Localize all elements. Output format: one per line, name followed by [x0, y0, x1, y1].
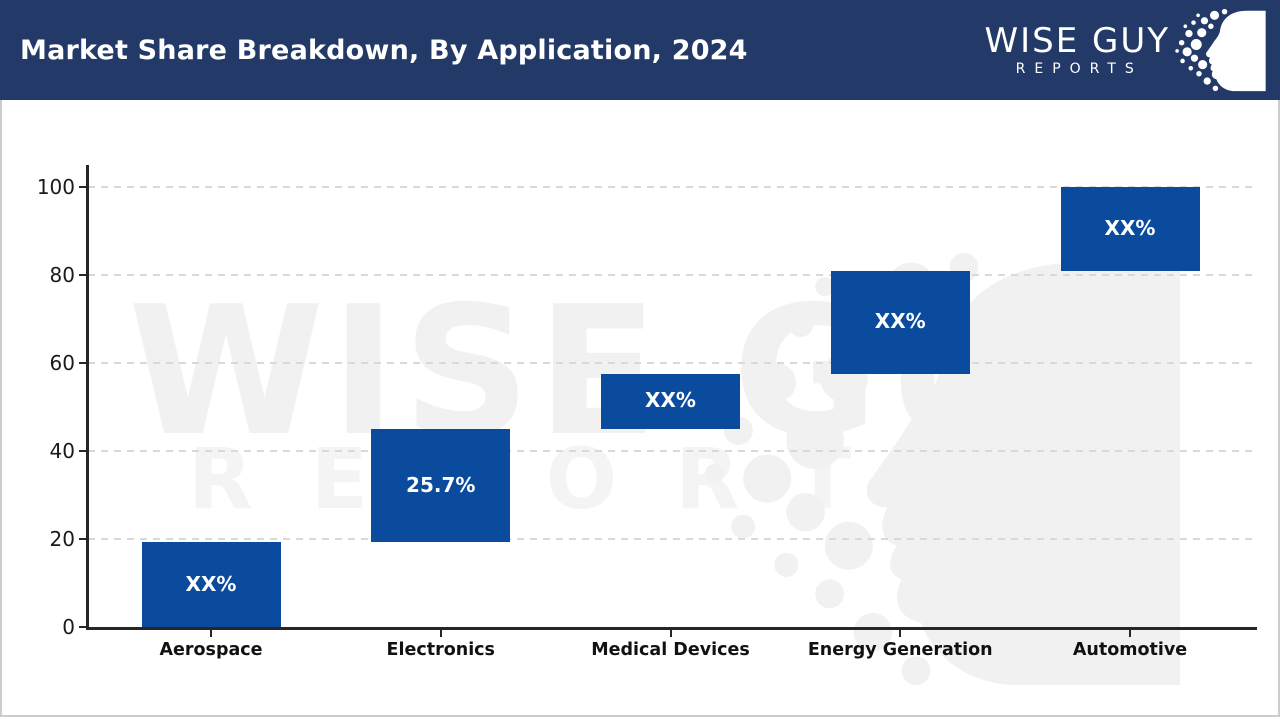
y-axis-tick — [79, 538, 87, 540]
x-axis-tick — [439, 629, 442, 637]
gridline — [88, 538, 1257, 540]
bar-value-label: XX% — [874, 309, 926, 334]
gridline — [88, 274, 1257, 276]
x-axis-tick — [669, 629, 672, 637]
y-axis-tick — [79, 450, 87, 452]
y-axis-tick — [79, 626, 87, 628]
logo-wordmark-line2: REPORTS — [1015, 60, 1143, 77]
bar-value-label: XX% — [1104, 216, 1156, 241]
bar-value-label: XX% — [185, 571, 237, 596]
y-axis-tick-label: 100 — [36, 175, 75, 199]
y-axis-tick-label: 60 — [49, 351, 75, 375]
bar-automotive — [1060, 187, 1200, 272]
bar-energy-generation — [830, 271, 970, 374]
left-border-line — [0, 100, 2, 717]
y-axis-tick-label: 20 — [49, 527, 75, 551]
bar-value-label: 25.7% — [406, 472, 476, 497]
y-axis-tick-label: 80 — [49, 263, 75, 287]
y-axis-tick-label: 0 — [62, 615, 75, 639]
bar-electronics — [371, 429, 511, 543]
logo-wordmark-line1: WISE GUY — [984, 20, 1170, 61]
page-title: Market Share Breakdown, By Application, … — [20, 34, 748, 66]
x-axis-category-label: Medical Devices — [591, 640, 750, 660]
y-axis-tick-label: 40 — [49, 439, 75, 463]
y-axis-tick — [79, 362, 87, 364]
x-axis-tick — [899, 629, 902, 637]
bar-medical-devices — [601, 373, 740, 429]
y-axis-tick — [79, 274, 87, 276]
x-axis-category-label: Aerospace — [159, 640, 263, 660]
right-border-line — [1278, 100, 1280, 717]
header-bar: Market Share Breakdown, By Application, … — [0, 0, 1280, 100]
wiseguy-logo: WISE GUY REPORTS — [984, 8, 1280, 92]
x-axis-tick — [1129, 629, 1131, 637]
y-axis-tick — [79, 186, 87, 188]
gridline — [88, 186, 1257, 188]
x-axis-category-label: Automotive — [1072, 640, 1188, 660]
gridline — [88, 450, 1257, 452]
x-axis-category-label: Electronics — [386, 640, 495, 660]
bar-aerospace — [141, 542, 281, 627]
x-axis-category-label: Energy Generation — [807, 640, 993, 660]
x-axis-line — [86, 627, 1257, 630]
gridline — [88, 362, 1257, 364]
y-axis-line — [86, 165, 89, 629]
bottom-border-line — [0, 715, 1280, 717]
bar-value-label: XX% — [645, 388, 696, 413]
logo-face-icon — [1175, 8, 1266, 92]
logo-wordmark: WISE GUY REPORTS — [984, 24, 1170, 77]
x-axis-tick — [210, 629, 212, 637]
